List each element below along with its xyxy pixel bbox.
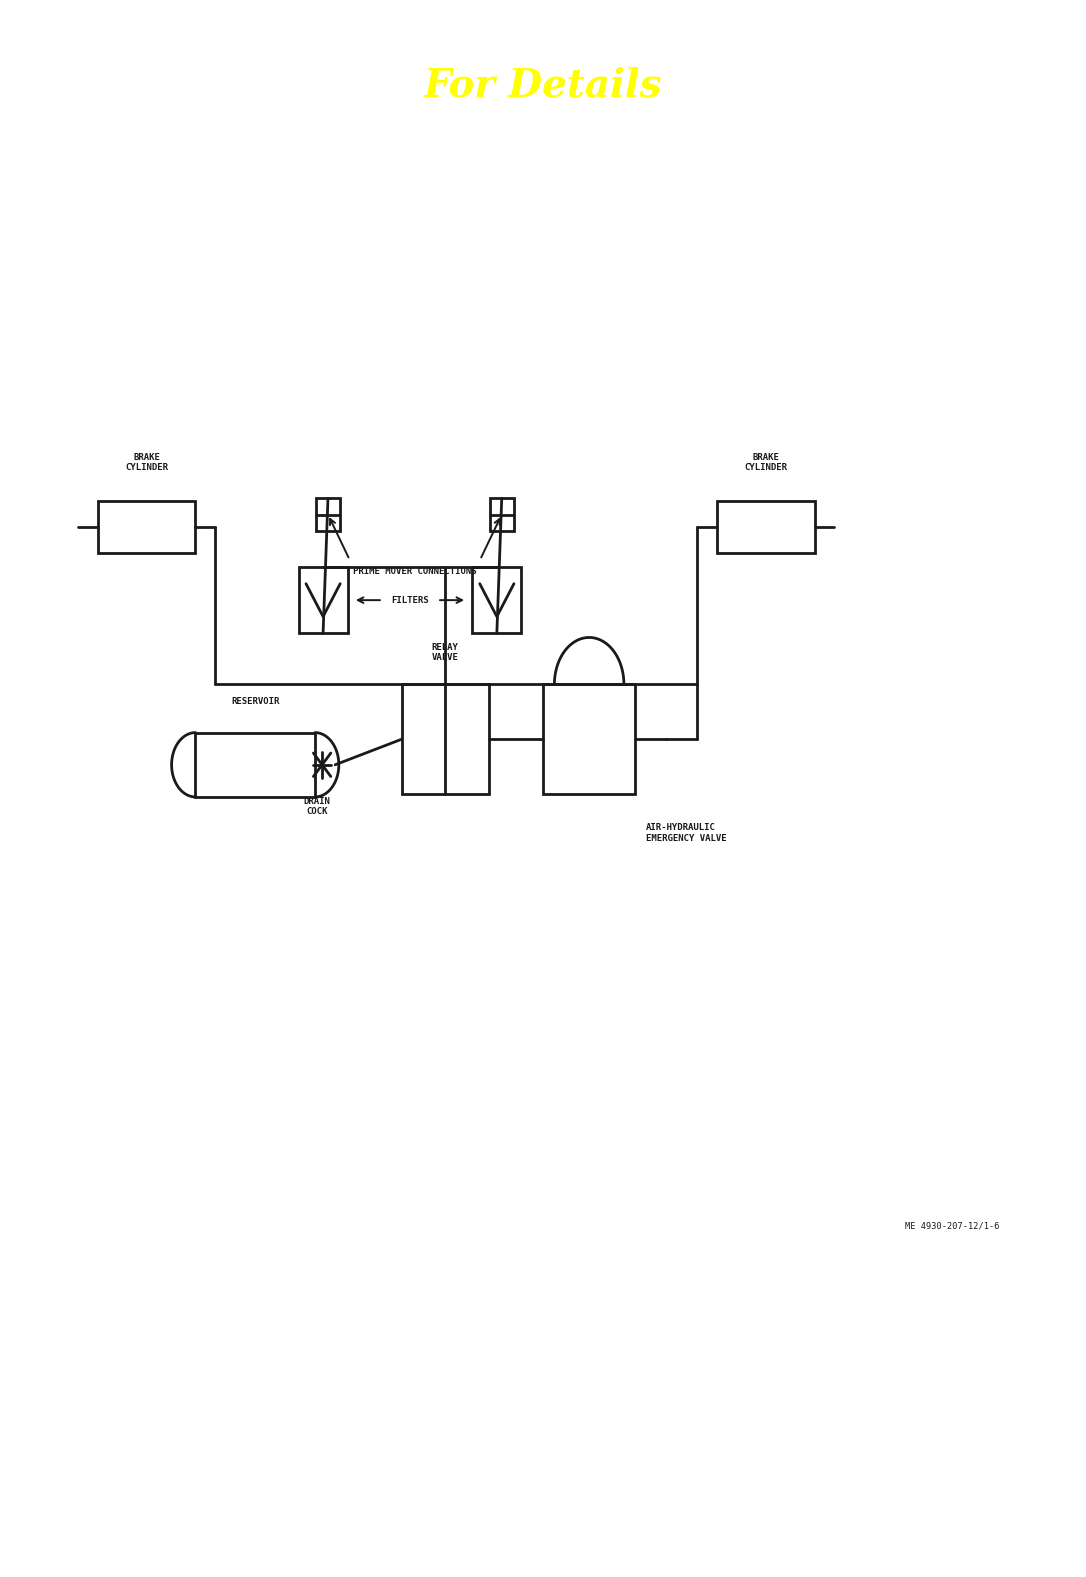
Text: FILTERS: FILTERS — [391, 596, 429, 604]
Bar — [717, 501, 814, 552]
Text: RELAY
VALVE: RELAY VALVE — [432, 643, 458, 662]
Text: BRAKE
CYLINDER: BRAKE CYLINDER — [744, 453, 787, 472]
Bar — [316, 498, 340, 530]
Text: BRAKE
CYLINDER: BRAKE CYLINDER — [125, 453, 168, 472]
Text: ME 4930-207-12/1-6: ME 4930-207-12/1-6 — [905, 1221, 999, 1230]
Text: For Details: For Details — [424, 66, 662, 104]
Bar — [490, 498, 514, 530]
Text: DRAIN
COCK: DRAIN COCK — [303, 796, 330, 817]
Bar — [299, 568, 348, 632]
Text: TAP HERE: TAP HERE — [498, 25, 588, 39]
Bar — [195, 733, 315, 796]
Text: RESERVOIR: RESERVOIR — [231, 697, 279, 706]
Text: AIR-HYDRAULIC
EMERGENCY VALVE: AIR-HYDRAULIC EMERGENCY VALVE — [646, 823, 727, 842]
Bar — [402, 684, 489, 795]
Bar — [543, 684, 635, 795]
Bar — [472, 568, 521, 632]
Text: PRIME MOVER CONNECTIONS: PRIME MOVER CONNECTIONS — [353, 568, 477, 576]
Bar — [98, 501, 195, 552]
